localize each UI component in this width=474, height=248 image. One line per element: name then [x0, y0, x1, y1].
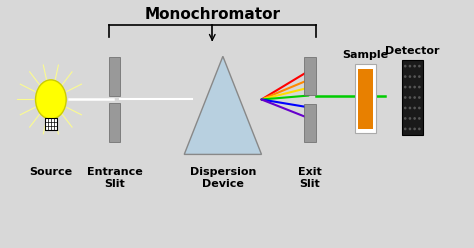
- Circle shape: [413, 86, 416, 89]
- Circle shape: [404, 127, 407, 130]
- Circle shape: [404, 65, 407, 67]
- Text: Sample: Sample: [342, 50, 388, 60]
- Circle shape: [409, 117, 411, 120]
- Circle shape: [418, 127, 421, 130]
- Circle shape: [409, 75, 411, 78]
- Circle shape: [418, 117, 421, 120]
- Bar: [304, 104, 316, 142]
- Circle shape: [413, 96, 416, 99]
- Text: Monochromator: Monochromator: [144, 7, 280, 23]
- Text: Entrance
Slit: Entrance Slit: [87, 167, 142, 189]
- Bar: [304, 57, 316, 94]
- Bar: [357, 69, 373, 129]
- Circle shape: [413, 117, 416, 120]
- Bar: [109, 103, 120, 142]
- Bar: [355, 64, 375, 133]
- Circle shape: [418, 107, 421, 109]
- Circle shape: [409, 127, 411, 130]
- Bar: [45, 118, 57, 130]
- Circle shape: [409, 96, 411, 99]
- Text: Detector: Detector: [385, 46, 439, 56]
- Bar: [109, 57, 120, 95]
- Circle shape: [404, 75, 407, 78]
- Circle shape: [404, 117, 407, 120]
- Circle shape: [418, 96, 421, 99]
- Text: Exit
Slit: Exit Slit: [298, 167, 322, 189]
- Circle shape: [418, 75, 421, 78]
- Circle shape: [404, 86, 407, 89]
- Text: Dispersion
Device: Dispersion Device: [190, 167, 256, 189]
- Circle shape: [404, 96, 407, 99]
- Circle shape: [413, 127, 416, 130]
- Circle shape: [413, 75, 416, 78]
- Circle shape: [418, 86, 421, 89]
- Circle shape: [413, 107, 416, 109]
- Bar: [402, 60, 423, 135]
- Text: Source: Source: [29, 167, 73, 177]
- Ellipse shape: [36, 80, 66, 119]
- Circle shape: [404, 107, 407, 109]
- Circle shape: [409, 107, 411, 109]
- Circle shape: [413, 65, 416, 67]
- Polygon shape: [184, 56, 262, 155]
- Circle shape: [418, 65, 421, 67]
- Circle shape: [409, 65, 411, 67]
- Circle shape: [409, 86, 411, 89]
